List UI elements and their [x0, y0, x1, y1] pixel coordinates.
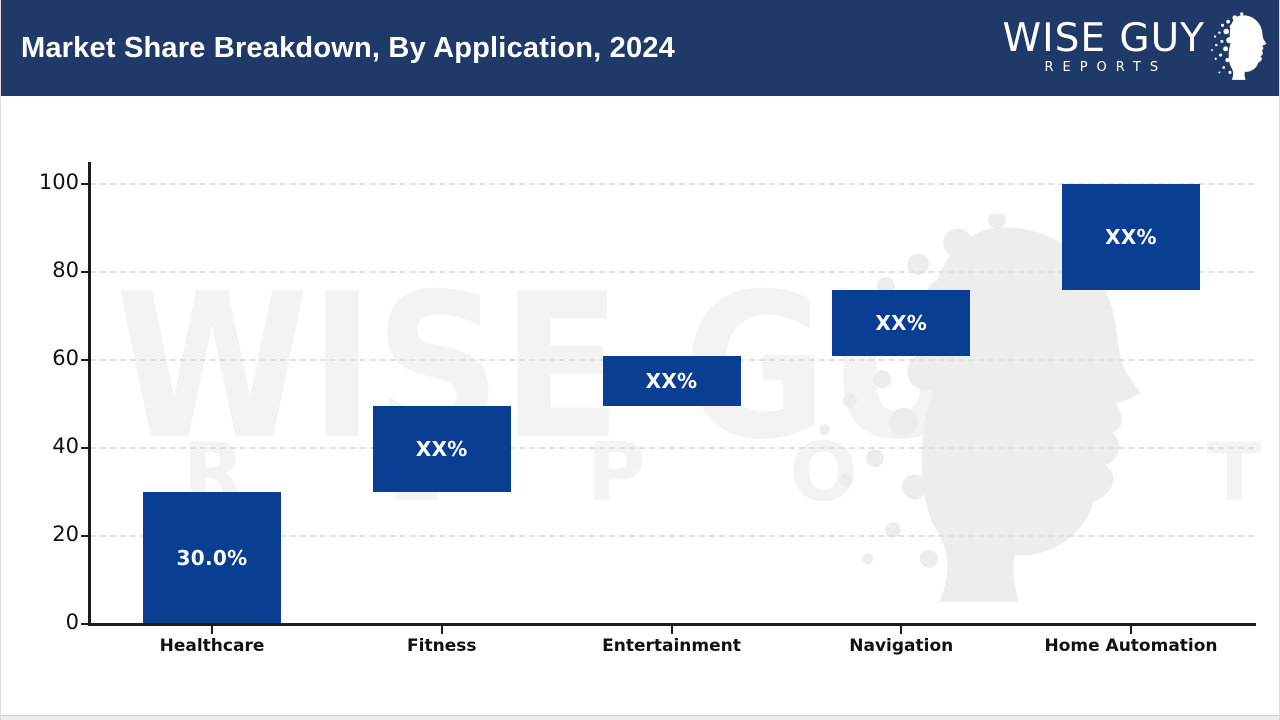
x-axis: [88, 623, 1256, 626]
header-bar: Market Share Breakdown, By Application, …: [1, 0, 1279, 96]
x-tick-mark: [211, 625, 213, 634]
category-label: Fitness: [407, 636, 477, 656]
bar-segment: XX%: [602, 355, 741, 407]
bar-value-label: XX%: [875, 310, 928, 335]
logo-subtitle: REPORTS: [1044, 60, 1168, 76]
bar-value-label: 30.0%: [176, 546, 248, 570]
category-label: Entertainment: [602, 636, 741, 656]
bar-segment: XX%: [372, 406, 511, 492]
bar-value-label: XX%: [415, 437, 468, 462]
y-tick-mark: [81, 359, 89, 361]
y-tick-mark: [81, 623, 89, 625]
gridline: [90, 535, 1254, 537]
y-tick-mark: [81, 447, 89, 449]
y-axis: [88, 162, 91, 626]
y-tick-label: 60: [52, 346, 79, 370]
bar-value-label: XX%: [645, 368, 698, 393]
page-title: Market Share Breakdown, By Application, …: [21, 31, 675, 64]
x-tick-mark: [1130, 625, 1132, 634]
logo-wordmark: WISE GUY: [1002, 15, 1205, 61]
category-label: Home Automation: [1044, 636, 1218, 656]
y-tick-mark: [81, 271, 89, 273]
chart-plot-area: WISE GUY R E P O R T S 02040608010030.0%…: [1, 96, 1279, 716]
x-tick-mark: [900, 625, 903, 634]
gridline: [90, 183, 1254, 185]
bar-value-label: XX%: [1105, 224, 1157, 249]
logo-text: WISE GUY REPORTS: [1002, 15, 1205, 76]
bar-segment: XX%: [832, 289, 971, 356]
y-tick-label: 80: [52, 258, 79, 282]
wise-guy-logo: WISE GUY REPORTS: [1003, 11, 1269, 83]
footer-strip: [1, 715, 1279, 720]
category-label: Healthcare: [159, 636, 265, 656]
x-tick-mark: [440, 625, 443, 634]
gridline: [90, 271, 1254, 273]
bar-segment: XX%: [1062, 184, 1200, 290]
y-tick-label: 20: [52, 522, 79, 546]
bar-segment: 30.0%: [143, 492, 281, 624]
category-label: Navigation: [849, 636, 954, 656]
y-tick-label: 0: [65, 610, 79, 634]
y-tick-label: 40: [52, 434, 79, 458]
gridline: [90, 447, 1254, 449]
dotted-face-profile-icon: [1207, 11, 1269, 83]
y-tick-label: 100: [38, 170, 79, 194]
y-tick-mark: [81, 183, 89, 185]
y-tick-mark: [81, 535, 89, 537]
x-tick-mark: [670, 625, 673, 634]
